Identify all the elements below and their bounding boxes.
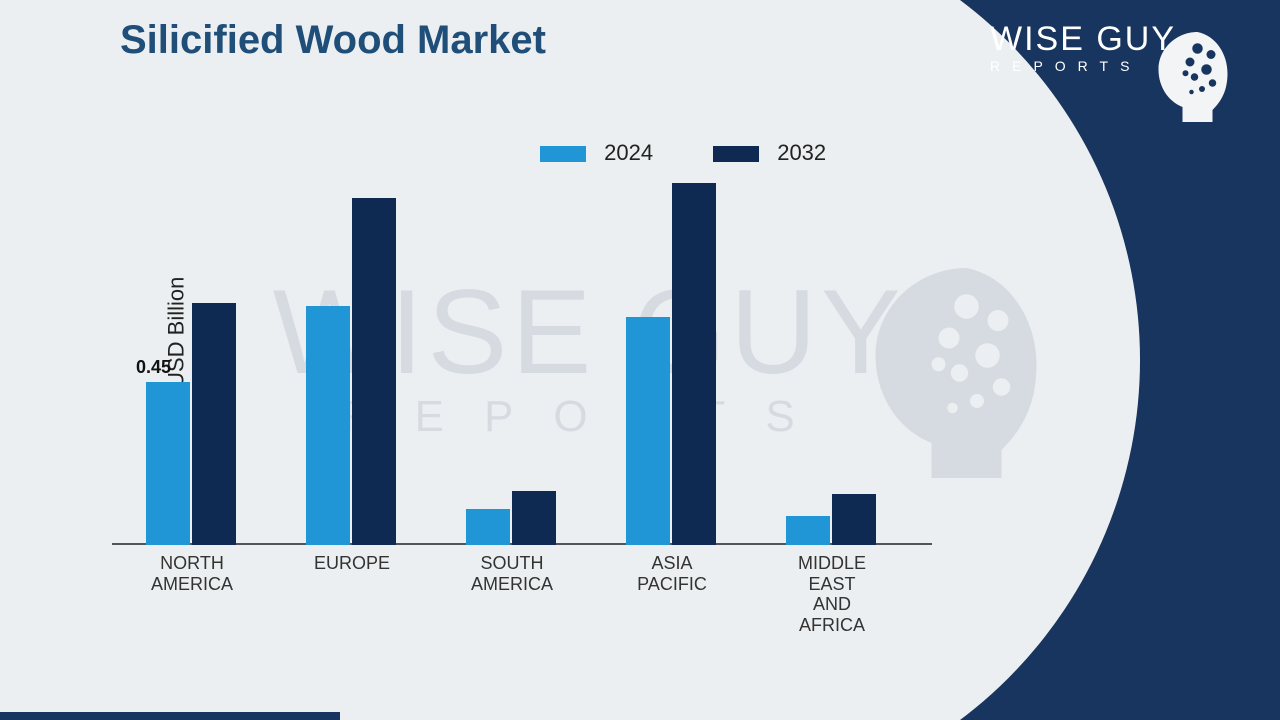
bar-series-b: [832, 494, 876, 545]
category-label: EUROPE: [282, 553, 422, 574]
plot-area: 0.45NORTHAMERICAEUROPESOUTHAMERICAASIAPA…: [112, 165, 932, 545]
bar-series-b: [192, 303, 236, 545]
brand-head-icon: [1150, 32, 1230, 122]
brand-logo: WISE GUY REPORTS: [990, 22, 1250, 74]
category-label: MIDDLEEASTANDAFRICA: [762, 553, 902, 636]
bar-series-a: [626, 317, 670, 545]
chart: Market Size in USD Billion 0.45NORTHAMER…: [66, 145, 946, 665]
bar-series-b: [672, 183, 716, 545]
chart-title: Silicified Wood Market: [120, 18, 546, 63]
bar-series-b: [512, 491, 556, 545]
bar-value-label: 0.45: [136, 357, 171, 378]
category-label: NORTHAMERICA: [122, 553, 262, 594]
bottom-accent-bar: [0, 712, 340, 720]
bar-series-a: [466, 509, 510, 545]
bar-series-a: [306, 306, 350, 545]
bar-series-a: [786, 516, 830, 545]
category-label: SOUTHAMERICA: [442, 553, 582, 594]
bar-series-a: [146, 382, 190, 545]
bar-series-b: [352, 198, 396, 545]
category-label: ASIAPACIFIC: [602, 553, 742, 594]
page: WISE GUY REPORTS Silicified Wood Market …: [0, 0, 1280, 720]
